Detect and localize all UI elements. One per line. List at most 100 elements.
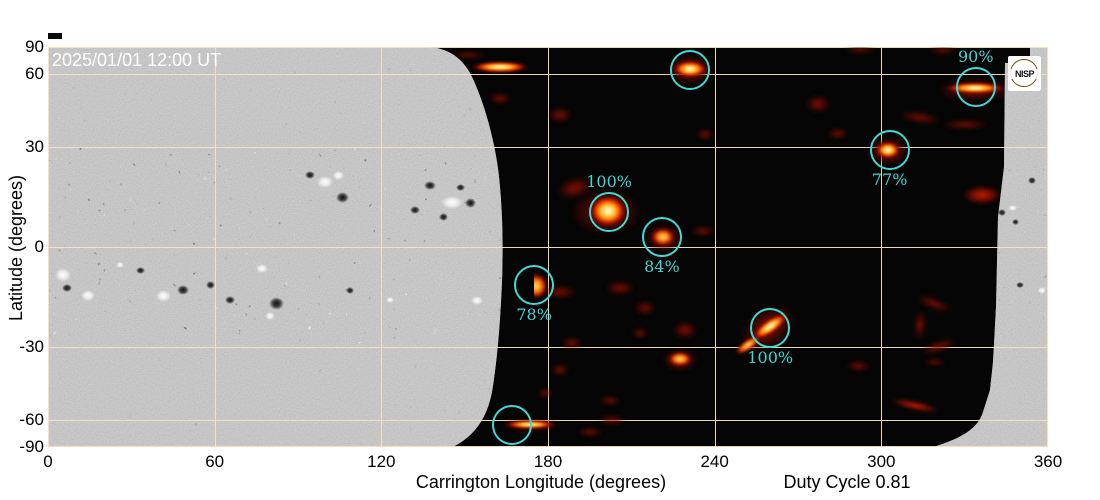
- nisp-logo-text: NISP: [1008, 69, 1041, 79]
- active-region-spot: [424, 181, 436, 190]
- active-region-spot: [386, 297, 394, 303]
- farside-hotspot: [549, 363, 571, 377]
- active-region-spot: [177, 285, 189, 295]
- y-tick-label: 0: [34, 237, 44, 256]
- farside-hotspot: [925, 47, 961, 55]
- farside-hotspot: [559, 336, 585, 350]
- detection-circle: [514, 265, 555, 306]
- y-tick-label: 90: [25, 37, 44, 56]
- active-region-spot: [1038, 287, 1046, 294]
- x-tick-label: 180: [533, 452, 563, 471]
- detection-likelihood-label: 100%: [586, 172, 632, 192]
- farside-hotspot: [694, 127, 716, 141]
- active-region-spot: [1016, 282, 1024, 288]
- detection-circle: [669, 50, 710, 91]
- x-axis-title: Carrington Longitude (degrees): [415, 472, 667, 492]
- active-region-spot: [333, 171, 344, 180]
- farside-hotspot: [594, 415, 630, 425]
- detection-circle: [491, 405, 532, 446]
- active-region-spot: [441, 196, 463, 209]
- gridline-y: [48, 347, 1048, 348]
- farside-hotspot: [960, 184, 1004, 206]
- farside-hotspot: [922, 358, 948, 366]
- y-tick-label: -60: [19, 410, 44, 430]
- active-region-spot: [1012, 219, 1019, 225]
- annotation-layer: 2025/01/01 12:00 UT NISP 90% 77% 100% 84% 78…: [48, 47, 1048, 447]
- detection-circle: [869, 130, 910, 171]
- detection-likelihood-label: 90%: [957, 47, 994, 67]
- farside-hotspot: [536, 387, 554, 399]
- farside-hotspot: [688, 225, 718, 237]
- detection-likelihood-label: 77%: [871, 170, 908, 190]
- active-region-spot: [317, 176, 333, 188]
- active-region-spot: [156, 290, 171, 302]
- detection-circle: [589, 192, 630, 233]
- active-region-spot: [465, 198, 476, 208]
- farside-hotspot: [632, 300, 658, 316]
- farside-hotspot: [446, 51, 490, 59]
- active-region-spot: [136, 267, 145, 274]
- x-tick-label: 0: [43, 452, 53, 471]
- active-region-spot: [225, 296, 235, 304]
- corner-artifact: [48, 33, 62, 39]
- gridline-y: [48, 247, 1048, 248]
- farside-hotspot: [843, 360, 873, 372]
- farside-hotspot: [630, 327, 650, 339]
- active-region-spot: [256, 264, 268, 273]
- gridline-y: [48, 47, 1048, 48]
- y-tick-label: 60: [25, 63, 44, 83]
- active-region-spot: [116, 262, 124, 268]
- active-region-spot: [439, 213, 448, 221]
- detection-likelihood-label: 78%: [516, 305, 552, 325]
- farside-hotspot: [825, 126, 851, 140]
- farside-hotspot: [936, 118, 994, 130]
- farside-hotspot: [803, 93, 833, 115]
- y-tick-label: -30: [19, 337, 44, 356]
- x-tick-label: 240: [700, 452, 729, 471]
- active-region-spot: [346, 287, 354, 294]
- active-region-spot: [1008, 205, 1017, 211]
- plot-area: 2025/01/01 12:00 UT NISP 90% 77% 100% 84% 78…: [48, 47, 1048, 447]
- duty-cycle-label: Duty Cycle 0.81: [783, 472, 911, 492]
- farside-hotspot: [486, 91, 514, 105]
- active-region-spot: [456, 184, 465, 191]
- detection-circle: [750, 308, 791, 349]
- farside-hotspot: [603, 279, 637, 297]
- active-region-spot: [1028, 177, 1036, 184]
- active-region-spot: [81, 290, 95, 301]
- active-region-spot: [206, 281, 215, 289]
- observation-datetime: 2025/01/01 12:00 UT: [52, 50, 222, 70]
- active-region-spot: [269, 297, 284, 310]
- x-tick-label: 300: [867, 452, 896, 471]
- active-region-spot: [305, 171, 315, 179]
- gridline-y: [48, 446, 1048, 447]
- active-region-spot: [998, 209, 1006, 216]
- nisp-logo: NISP: [1008, 56, 1041, 91]
- farside-hotspot: [545, 106, 575, 124]
- active-region-spot-layer: [48, 47, 1048, 447]
- farside-hotspot: [840, 47, 880, 54]
- active-region-spot: [336, 192, 349, 203]
- detection-likelihood-label: 84%: [644, 256, 680, 276]
- farside-hotspot: [597, 394, 623, 406]
- active-region-spot: [265, 312, 275, 320]
- gridline-y: [48, 147, 1048, 148]
- farside-hotspot: [670, 319, 700, 341]
- y-tick-label: -90: [19, 437, 44, 456]
- active-region-spot: [62, 284, 72, 292]
- active-region-spot: [410, 206, 420, 214]
- detection-likelihood-label: 100%: [747, 348, 794, 368]
- active-region-spot: [55, 268, 71, 282]
- farside-hotspot: [574, 427, 606, 437]
- x-tick-label: 360: [1033, 452, 1063, 471]
- detection-circle: [641, 216, 682, 257]
- active-region-spot: [471, 296, 483, 305]
- farside-hotspot: [667, 351, 693, 367]
- y-tick-label: 30: [25, 137, 44, 156]
- detection-circle: [955, 67, 996, 108]
- x-tick-label: 60: [205, 452, 225, 471]
- farside-hotspot: [470, 61, 530, 73]
- gridline-y: [48, 73, 1048, 75]
- x-tick-label: 120: [367, 452, 396, 471]
